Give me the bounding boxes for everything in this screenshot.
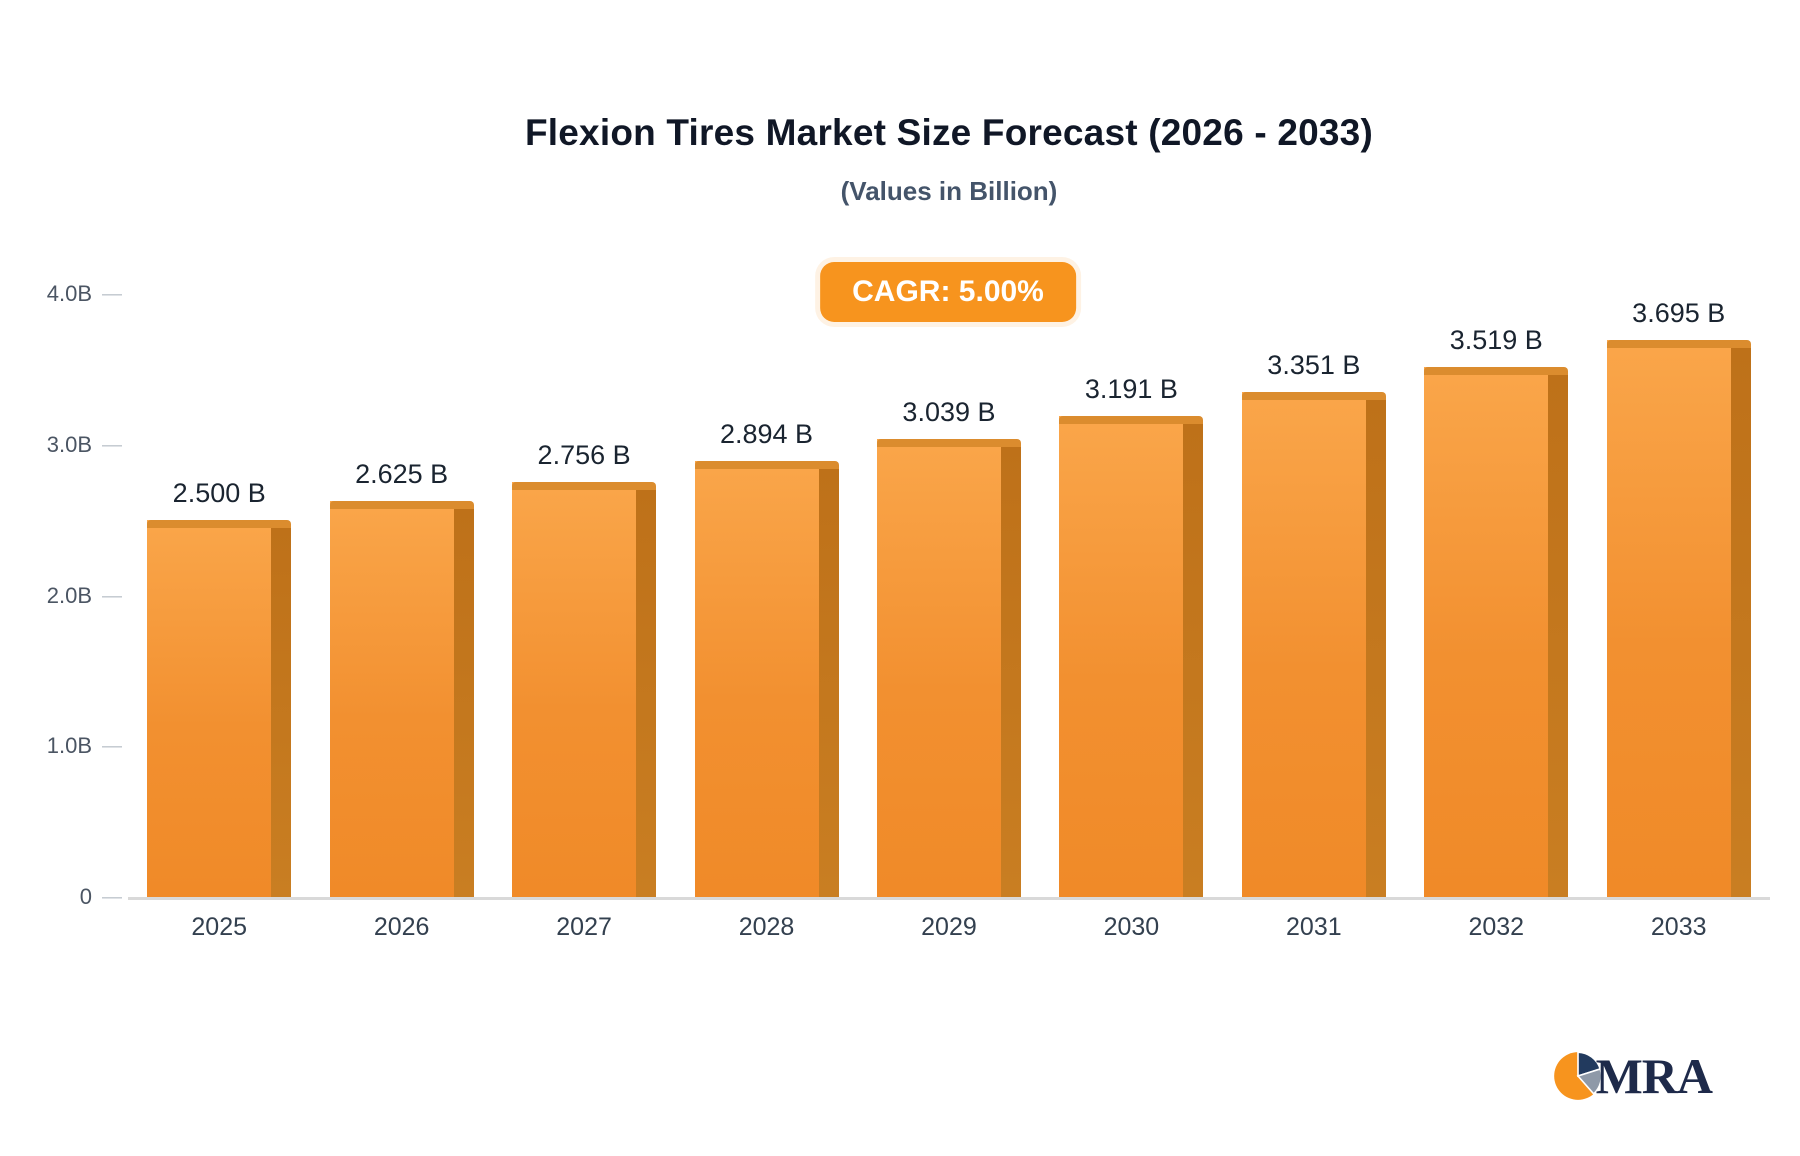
bar-side-face	[271, 528, 292, 897]
x-label-2031: 2031	[1286, 912, 1342, 941]
bar-2032	[1424, 367, 1569, 897]
chart-subtitle: (Values in Billion)	[840, 176, 1058, 206]
x-label-2028: 2028	[738, 912, 795, 941]
bar-front-face	[512, 482, 637, 897]
bar-front-face	[1241, 392, 1366, 897]
bar-top-face	[329, 501, 474, 509]
x-label-2030: 2030	[1103, 912, 1160, 941]
bar-2025	[147, 520, 292, 897]
y-tick-label: 2.0B	[46, 583, 92, 608]
x-label-2029: 2029	[921, 912, 977, 941]
bar-value-label: 2.500 B	[172, 478, 266, 508]
y-tick-mark: —	[102, 585, 122, 607]
bar-2026	[329, 501, 474, 897]
y-tick-4.0B: 4.0B —	[0, 281, 122, 307]
x-label-2027: 2027	[556, 912, 612, 941]
bar-top-face	[1424, 367, 1569, 375]
bar-front-face	[329, 501, 454, 897]
bar-slot-2027: 2.756 B	[493, 440, 675, 897]
bar-slot-2033: 3.695 B	[1588, 298, 1770, 897]
bar-slot-2030: 3.191 B	[1040, 374, 1222, 897]
bar-side-face	[818, 469, 839, 897]
bar-value-label: 3.351 B	[1267, 350, 1361, 380]
bars-container: 2.500 B 2.625 B 2.756 B 2.894 B 3.039 B 3.191…	[128, 294, 1770, 897]
bar-side-face	[1730, 348, 1751, 897]
bar-2028	[694, 461, 839, 897]
bar-top-face	[694, 461, 839, 469]
y-tick-2.0B: 2.0B —	[0, 583, 122, 609]
bar-value-label: 2.756 B	[537, 440, 631, 470]
bar-side-face	[1183, 424, 1204, 897]
x-label-2032: 2032	[1468, 912, 1525, 941]
y-tick-label: 0	[79, 884, 92, 909]
mra-logo-pie-icon	[1552, 1050, 1604, 1102]
bar-slot-2032: 3.519 B	[1405, 325, 1587, 897]
bar-2030	[1059, 416, 1204, 897]
bar-slot-2029: 3.039 B	[858, 397, 1040, 897]
bar-top-face	[1606, 340, 1751, 348]
y-tick-1.0B: 1.0B —	[0, 733, 122, 759]
y-tick-0: 0—	[0, 884, 122, 910]
y-tick-mark: —	[102, 886, 122, 908]
bar-value-label: 2.625 B	[355, 459, 449, 489]
bar-value-label: 3.191 B	[1084, 374, 1178, 404]
x-label-2033: 2033	[1650, 912, 1707, 941]
cagr-badge: CAGR: 5.00%	[820, 262, 1076, 322]
bar-slot-2025: 2.500 B	[128, 478, 310, 897]
x-label-2025: 2025	[191, 912, 248, 941]
bar-side-face	[453, 509, 474, 897]
y-tick-label: 4.0B	[46, 281, 92, 306]
bar-value-label: 2.894 B	[719, 419, 814, 449]
y-tick-mark: —	[102, 283, 122, 305]
bar-value-label: 3.519 B	[1449, 325, 1543, 355]
chart-title: Flexion Tires Market Size Forecast (2026…	[525, 112, 1373, 153]
bar-slot-2026: 2.625 B	[310, 459, 492, 897]
y-tick-label: 1.0B	[46, 733, 92, 758]
y-tick-3.0B: 3.0B —	[0, 432, 122, 458]
x-label-2026: 2026	[373, 912, 430, 941]
y-tick-label: 3.0B	[46, 432, 92, 457]
bar-slot-2031: 3.351 B	[1223, 350, 1405, 897]
x-axis-labels: 2025 2026 2027 2028 2029 2030 2031 2032 2033	[128, 903, 1770, 951]
bar-front-face	[876, 439, 1001, 897]
bar-side-face	[1000, 447, 1021, 897]
bar-front-face	[1059, 416, 1184, 897]
bar-2033	[1606, 340, 1751, 897]
bar-front-face	[1424, 367, 1549, 897]
y-tick-mark: —	[102, 434, 122, 456]
bar-top-face	[1059, 416, 1204, 424]
bar-top-face	[512, 482, 657, 490]
bar-side-face	[1548, 375, 1569, 897]
bar-top-face	[147, 520, 292, 528]
bar-side-face	[636, 490, 657, 897]
bar-top-face	[1241, 392, 1386, 400]
bar-top-face	[876, 439, 1021, 447]
bar-value-label: 3.695 B	[1632, 298, 1726, 328]
bar-slot-2028: 2.894 B	[675, 419, 857, 897]
bar-front-face	[694, 461, 819, 897]
bar-front-face	[147, 520, 272, 897]
bar-2027	[512, 482, 657, 897]
bar-2029	[876, 439, 1021, 897]
y-axis: 4.0B —3.0B —2.0B —1.0B —0—	[0, 281, 122, 909]
y-tick-mark: —	[102, 735, 122, 757]
plot-area: 2.500 B 2.625 B 2.756 B 2.894 B 3.039 B 3.191…	[128, 294, 1770, 900]
bar-front-face	[1606, 340, 1731, 897]
mra-logo-text: MRA	[1595, 1048, 1713, 1104]
bar-value-label: 3.039 B	[902, 397, 996, 427]
mra-logo: MRA	[1552, 1048, 1713, 1104]
bar-2031	[1241, 392, 1386, 897]
bar-side-face	[1365, 400, 1386, 897]
